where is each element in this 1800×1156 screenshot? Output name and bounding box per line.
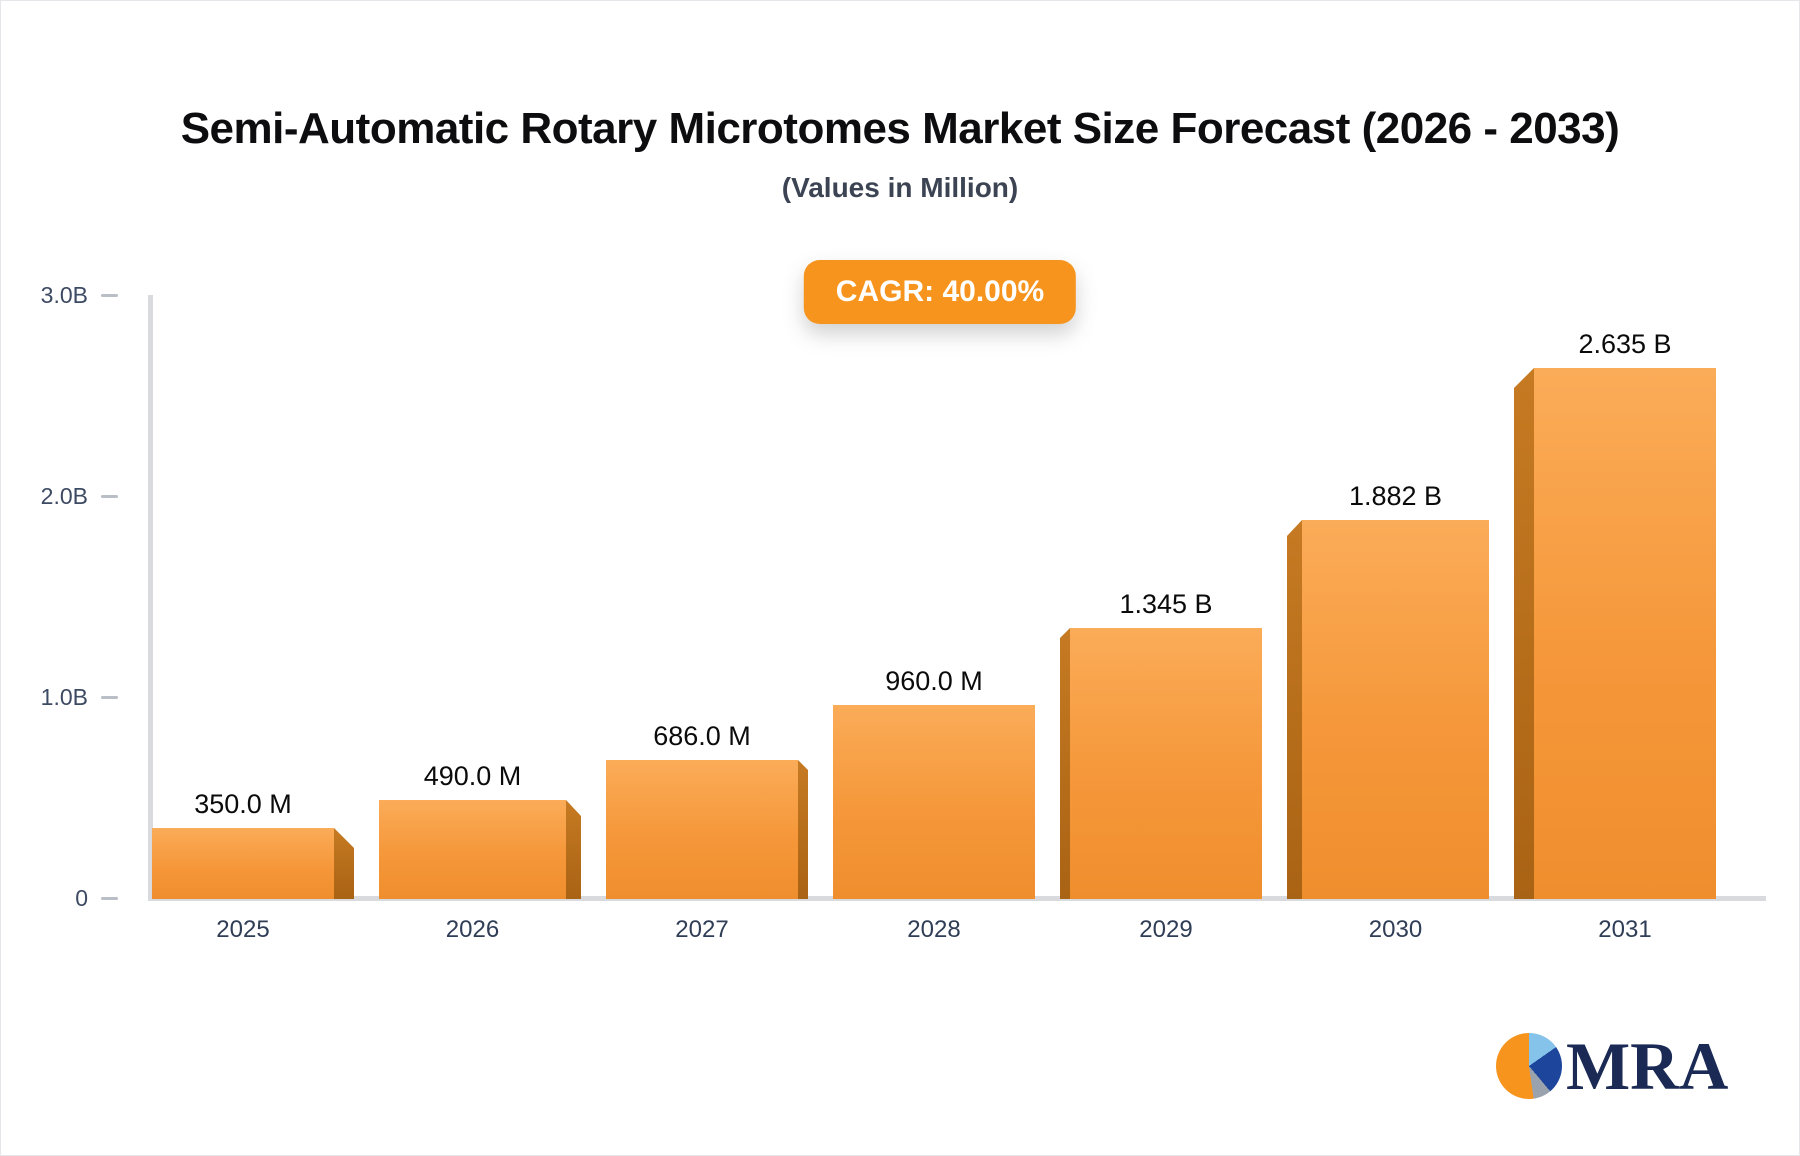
bar-value-label: 1.345 B bbox=[1119, 589, 1213, 619]
bar-value-label: 1.882 B bbox=[1348, 481, 1443, 511]
bar-2027[interactable] bbox=[606, 760, 808, 899]
bar-2028[interactable] bbox=[833, 705, 1035, 899]
bar-front-face bbox=[1534, 368, 1716, 899]
bar-side-face bbox=[334, 828, 354, 899]
bar-2031[interactable] bbox=[1514, 368, 1716, 899]
bar-2030[interactable] bbox=[1287, 520, 1489, 899]
y-axis-line bbox=[148, 295, 153, 901]
bar-value-label: 2.635 B bbox=[1578, 329, 1672, 359]
chart-title: Semi-Automatic Rotary Microtomes Market … bbox=[180, 104, 1620, 153]
cagr-badge: CAGR: 40.00% bbox=[803, 260, 1077, 324]
bar-front-face bbox=[152, 828, 334, 899]
bar-value-label: 350.0 M bbox=[194, 789, 292, 819]
bar-front-face bbox=[833, 705, 1035, 899]
bar-2025[interactable] bbox=[152, 828, 354, 899]
pie-chart-logo-icon bbox=[1496, 1033, 1562, 1099]
bar-side-face bbox=[798, 760, 808, 899]
y-axis-tick-dash bbox=[101, 294, 118, 297]
x-axis-label: 2027 bbox=[675, 916, 729, 943]
y-axis-tick-dash bbox=[101, 897, 118, 900]
bar-value-label: 686.0 M bbox=[653, 721, 751, 751]
chart-subtitle: (Values in Million) bbox=[781, 172, 1019, 203]
x-axis-label: 2030 bbox=[1368, 916, 1423, 943]
x-axis-label: 2029 bbox=[1139, 916, 1193, 943]
y-axis-tick-label: 1.0B bbox=[40, 684, 88, 710]
bar-side-face bbox=[1287, 520, 1302, 899]
bar-value-label: 960.0 M bbox=[885, 666, 983, 696]
bar-front-face bbox=[606, 760, 798, 899]
x-axis-label: 2028 bbox=[907, 916, 961, 943]
y-axis-tick-dash bbox=[101, 696, 118, 699]
bar-side-face bbox=[1060, 628, 1070, 899]
y-axis-tick-label: 2.0B bbox=[40, 483, 88, 509]
x-axis-label: 2026 bbox=[445, 916, 500, 943]
y-axis-tick-label: 3.0B bbox=[40, 282, 88, 308]
brand-logo: MRA bbox=[1496, 1032, 1728, 1100]
bar-front-face bbox=[379, 800, 566, 899]
bar-front-face bbox=[1302, 520, 1489, 899]
bar-value-label: 490.0 M bbox=[423, 761, 522, 791]
y-axis-tick-dash bbox=[101, 495, 118, 498]
bar-side-face bbox=[1514, 368, 1534, 899]
y-axis-tick-label: 0 bbox=[75, 885, 88, 911]
brand-logo-text: MRA bbox=[1566, 1028, 1729, 1104]
bar-2026[interactable] bbox=[379, 800, 581, 899]
bar-side-face bbox=[566, 800, 581, 899]
x-axis-label: 2031 bbox=[1598, 916, 1652, 943]
bar-front-face bbox=[1070, 628, 1262, 899]
bar-2029[interactable] bbox=[1060, 628, 1262, 899]
x-axis-label: 2025 bbox=[216, 916, 270, 943]
